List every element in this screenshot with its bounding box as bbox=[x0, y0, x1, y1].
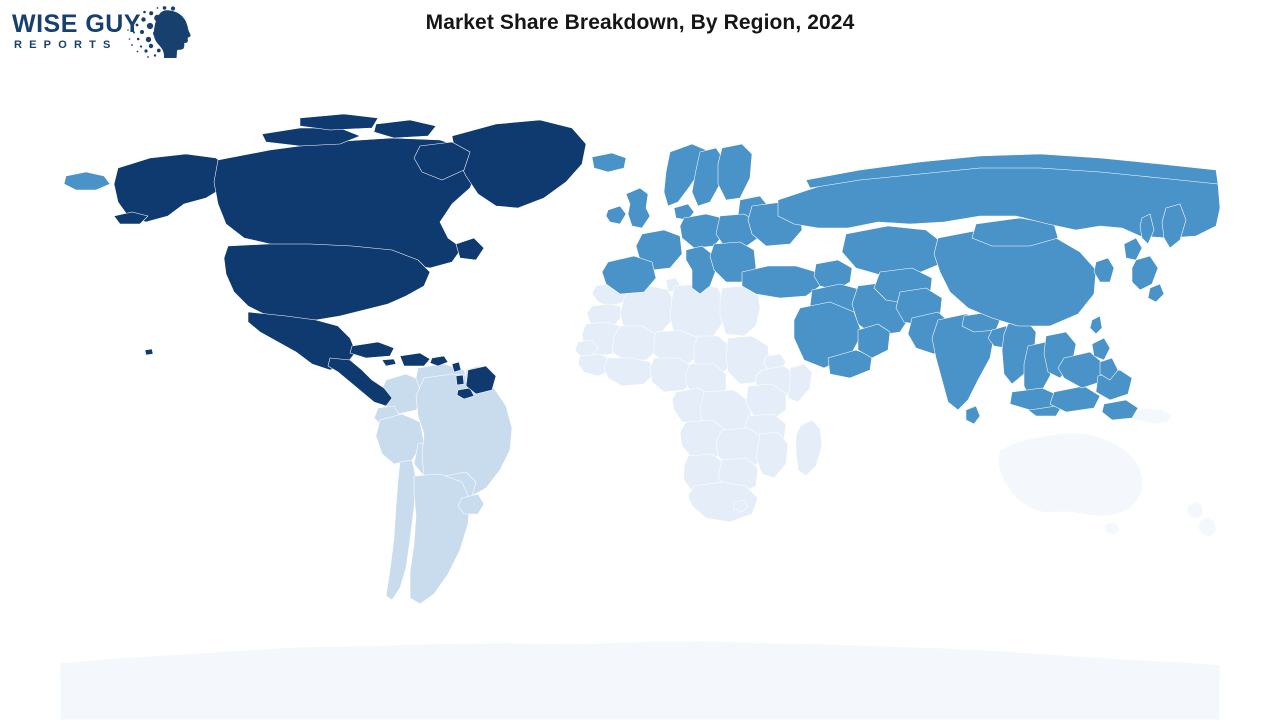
world-choropleth-map bbox=[0, 58, 1280, 720]
logo-subtitle: REPORTS bbox=[14, 39, 118, 51]
page-title: Market Share Breakdown, By Region, 2024 bbox=[425, 11, 855, 34]
wise-guy-reports-logo: WISE GUY REPORTS bbox=[8, 4, 198, 62]
map-region-oceania bbox=[998, 408, 1216, 537]
map-region-eurasia bbox=[64, 144, 1220, 424]
head-profile-network-icon bbox=[127, 6, 191, 58]
logo-wordmark: WISE GUY bbox=[12, 10, 142, 38]
map-region-south-america bbox=[374, 364, 512, 604]
map-region-north-america bbox=[114, 114, 586, 406]
map-region-antarctica bbox=[60, 641, 1220, 720]
world-map-svg bbox=[0, 58, 1280, 720]
map-region-africa bbox=[575, 278, 822, 522]
